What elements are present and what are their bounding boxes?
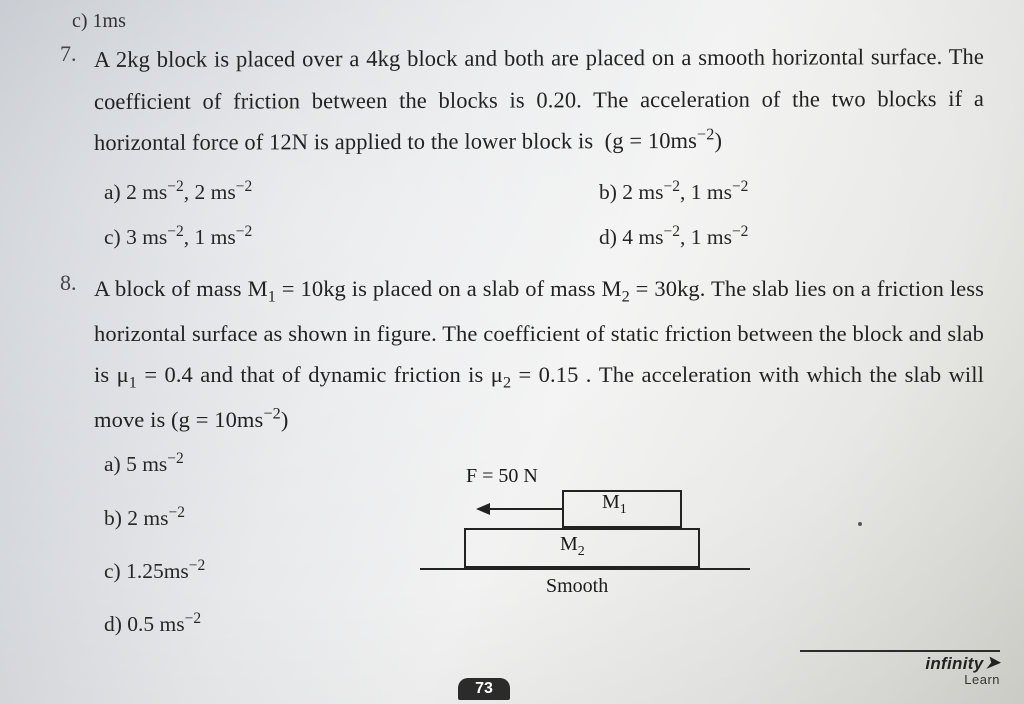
- question-8-text: A block of mass M1 = 10kg is placed on a…: [94, 268, 984, 440]
- question-8: 8. A block of mass M1 = 10kg is placed o…: [60, 268, 984, 440]
- question-8-options: a) 5 ms−2 b) 2 ms−2 c) 1.25ms−2 d) 0.5 m…: [104, 450, 984, 637]
- brand-name: infinity: [925, 654, 983, 673]
- question-8-number: 8.: [60, 268, 84, 440]
- question-7-options: a) 2 ms−2, 2 ms−2 b) 2 ms−2, 1 ms−2 c) 3…: [104, 178, 964, 250]
- brand-subtitle: Learn: [925, 672, 1000, 687]
- q8-option-d: d) 0.5 ms−2: [104, 610, 984, 637]
- brand-arrow-icon: ➤: [985, 653, 1000, 673]
- q7-option-b: b) 2 ms−2, 1 ms−2: [549, 178, 964, 205]
- page-number-badge: 73: [458, 678, 510, 700]
- brand-footer: infinity➤ Learn: [925, 644, 1000, 687]
- q8-option-a: a) 5 ms−2: [104, 450, 984, 477]
- prev-question-option-c: c) 1ms: [72, 10, 984, 33]
- question-7-text: A 2kg block is placed over a 4kg block a…: [94, 36, 984, 164]
- q7-option-a: a) 2 ms−2, 2 ms−2: [104, 178, 519, 205]
- q7-option-d: d) 4 ms−2, 1 ms−2: [549, 223, 964, 250]
- question-7: 7. A 2kg block is placed over a 4kg bloc…: [60, 39, 984, 164]
- q8-option-c: c) 1.25ms−2: [104, 557, 984, 584]
- q8-option-b: b) 2 ms−2: [104, 504, 984, 531]
- question-7-number: 7.: [60, 39, 84, 164]
- q7-option-c: c) 3 ms−2, 1 ms−2: [104, 223, 519, 250]
